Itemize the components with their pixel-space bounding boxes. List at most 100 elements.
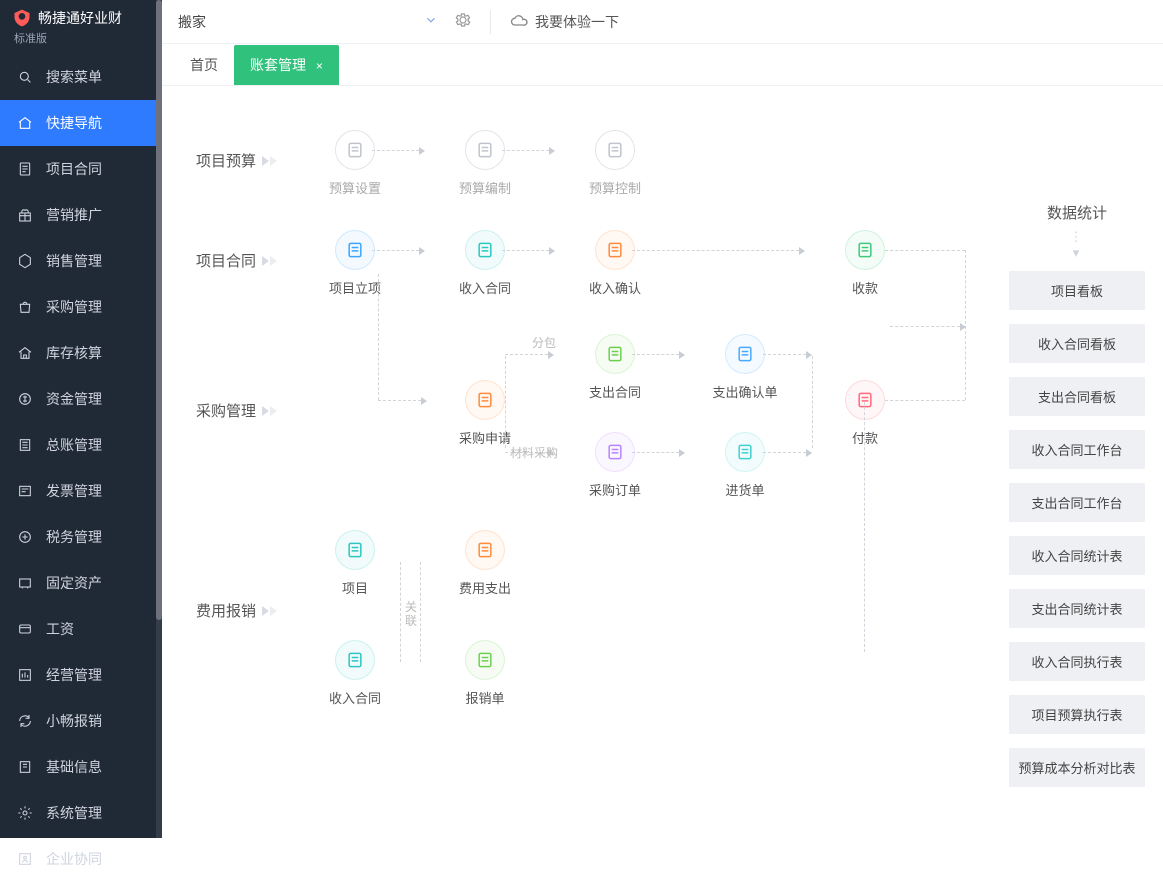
hex-icon xyxy=(16,252,34,270)
sidebar-item-0[interactable]: 搜索菜单 xyxy=(0,54,160,100)
org-selector[interactable]: 搬家 xyxy=(178,12,438,32)
sidebar-item-15[interactable]: 基础信息 xyxy=(0,744,160,790)
stats-button-8[interactable]: 项目预算执行表 xyxy=(1009,695,1145,734)
flow-node-n_income_contract[interactable]: 收入合同 xyxy=(440,230,530,297)
flow-canvas: 数据统计 ⋮▾ 项目看板收入合同看板支出合同看板收入合同工作台支出合同工作台收入… xyxy=(162,86,1163,838)
cloud-icon xyxy=(509,10,529,33)
stats-button-5[interactable]: 收入合同统计表 xyxy=(1009,536,1145,575)
flow-node-n_income_contract2[interactable]: 收入合同 xyxy=(310,640,400,707)
sidebar-item-1[interactable]: 快捷导航 xyxy=(0,100,160,146)
flow-connector xyxy=(632,250,804,251)
node-icon xyxy=(335,130,375,170)
tab-account-mgmt[interactable]: 账套管理 × xyxy=(234,45,339,85)
sidebar-item-4[interactable]: 销售管理 xyxy=(0,238,160,284)
flow-connector xyxy=(420,562,421,662)
sidebar-item-label: 工资 xyxy=(46,619,74,639)
flow-connector xyxy=(763,354,811,355)
sidebar-item-9[interactable]: 发票管理 xyxy=(0,468,160,514)
flow-node-n_expense_spend[interactable]: 费用支出 xyxy=(440,530,530,597)
flow-node-n_reimburse[interactable]: 报销单 xyxy=(440,640,530,707)
flow-connector xyxy=(502,150,554,151)
flow-connector xyxy=(378,274,379,400)
stats-button-3[interactable]: 收入合同工作台 xyxy=(1009,430,1145,469)
stats-button-6[interactable]: 支出合同统计表 xyxy=(1009,589,1145,628)
flow-node-n_budget_set[interactable]: 预算设置 xyxy=(310,130,400,197)
flow-node-n_income_confirm[interactable]: 收入确认 xyxy=(570,230,660,297)
doc-icon xyxy=(16,160,34,178)
sidebar-item-label: 系统管理 xyxy=(46,803,102,823)
sidebar-item-label: 发票管理 xyxy=(46,481,102,501)
bag-icon xyxy=(16,298,34,316)
flow-connector xyxy=(864,402,865,652)
sidebar-item-label: 小畅报销 xyxy=(46,711,102,731)
flow-node-n_purchase_req[interactable]: 采购申请 xyxy=(440,380,530,447)
gear2-icon xyxy=(16,804,34,822)
flow-node-n_budget_ctrl[interactable]: 预算控制 xyxy=(570,130,660,197)
flow-node-n_purchase_order[interactable]: 采购订单 xyxy=(570,432,660,499)
sidebar-item-17[interactable]: 企业协同 xyxy=(0,836,160,882)
sidebar-item-10[interactable]: 税务管理 xyxy=(0,514,160,560)
experience-link[interactable]: 我要体验一下 xyxy=(509,10,619,33)
stats-button-0[interactable]: 项目看板 xyxy=(1009,271,1145,310)
sidebar-item-label: 快捷导航 xyxy=(46,113,102,133)
brand-logo-icon xyxy=(12,8,32,28)
flow-node-n_goods_in[interactable]: 进货单 xyxy=(700,432,790,499)
brand-name: 畅捷通好业财 xyxy=(38,8,122,28)
sidebar-item-label: 营销推广 xyxy=(46,205,102,225)
pay-icon xyxy=(16,620,34,638)
stats-dots-icon: ⋮▾ xyxy=(1009,229,1145,261)
flow-connector xyxy=(890,326,965,327)
section-label: 项目预算 xyxy=(196,150,278,171)
node-icon xyxy=(725,432,765,472)
flow-node-n_budget_make[interactable]: 预算编制 xyxy=(440,130,530,197)
section-label: 费用报销 xyxy=(196,600,278,621)
node-label: 项目立项 xyxy=(310,278,400,297)
flow-node-n_receive[interactable]: 收款 xyxy=(820,230,910,297)
sidebar-item-label: 资金管理 xyxy=(46,389,102,409)
stats-panel: 数据统计 ⋮▾ 项目看板收入合同看板支出合同看板收入合同工作台支出合同工作台收入… xyxy=(1009,202,1145,801)
node-label: 收入合同 xyxy=(310,688,400,707)
sidebar-item-14[interactable]: 小畅报销 xyxy=(0,698,160,744)
sidebar-item-12[interactable]: 工资 xyxy=(0,606,160,652)
sidebar-item-2[interactable]: 项目合同 xyxy=(0,146,160,192)
node-icon xyxy=(595,230,635,270)
stats-button-2[interactable]: 支出合同看板 xyxy=(1009,377,1145,416)
chevron-down-icon xyxy=(424,13,438,30)
node-label: 项目 xyxy=(310,578,400,597)
gift-icon xyxy=(16,206,34,224)
sidebar-item-13[interactable]: 经营管理 xyxy=(0,652,160,698)
invoice-icon xyxy=(16,482,34,500)
brand: 畅捷通好业财 xyxy=(0,0,160,30)
close-icon[interactable]: × xyxy=(316,59,323,73)
tab-home[interactable]: 首页 xyxy=(174,45,234,85)
connector-label: 分包 xyxy=(532,334,556,351)
flow-node-n_expend_confirm[interactable]: 支出确认单 xyxy=(700,334,790,401)
flow-connector xyxy=(505,354,553,355)
sidebar-item-8[interactable]: 总账管理 xyxy=(0,422,160,468)
sidebar-item-11[interactable]: 固定资产 xyxy=(0,560,160,606)
node-label: 支出确认单 xyxy=(700,382,790,401)
flow-node-n_proj_init[interactable]: 项目立项 xyxy=(310,230,400,297)
sidebar-item-label: 基础信息 xyxy=(46,757,102,777)
stats-button-7[interactable]: 收入合同执行表 xyxy=(1009,642,1145,681)
node-label: 付款 xyxy=(820,428,910,447)
ledger-icon xyxy=(16,436,34,454)
settings-icon[interactable] xyxy=(454,11,472,32)
stats-button-1[interactable]: 收入合同看板 xyxy=(1009,324,1145,363)
chart-icon xyxy=(16,666,34,684)
flow-node-n_expend_contract[interactable]: 支出合同 xyxy=(570,334,660,401)
flow-node-n_pay[interactable]: 付款 xyxy=(820,380,910,447)
stats-button-9[interactable]: 预算成本分析对比表 xyxy=(1009,748,1145,787)
sidebar-item-label: 总账管理 xyxy=(46,435,102,455)
flow-connector xyxy=(400,562,401,662)
sidebar-item-7[interactable]: 资金管理 xyxy=(0,376,160,422)
sidebar-item-16[interactable]: 系统管理 xyxy=(0,790,160,836)
sidebar-item-3[interactable]: 营销推广 xyxy=(0,192,160,238)
triangle-icon xyxy=(262,256,278,266)
sidebar-item-6[interactable]: 库存核算 xyxy=(0,330,160,376)
stats-button-4[interactable]: 支出合同工作台 xyxy=(1009,483,1145,522)
node-icon xyxy=(595,432,635,472)
sidebar-item-5[interactable]: 采购管理 xyxy=(0,284,160,330)
flow-node-n_expense_proj[interactable]: 项目 xyxy=(310,530,400,597)
sync-icon xyxy=(16,712,34,730)
